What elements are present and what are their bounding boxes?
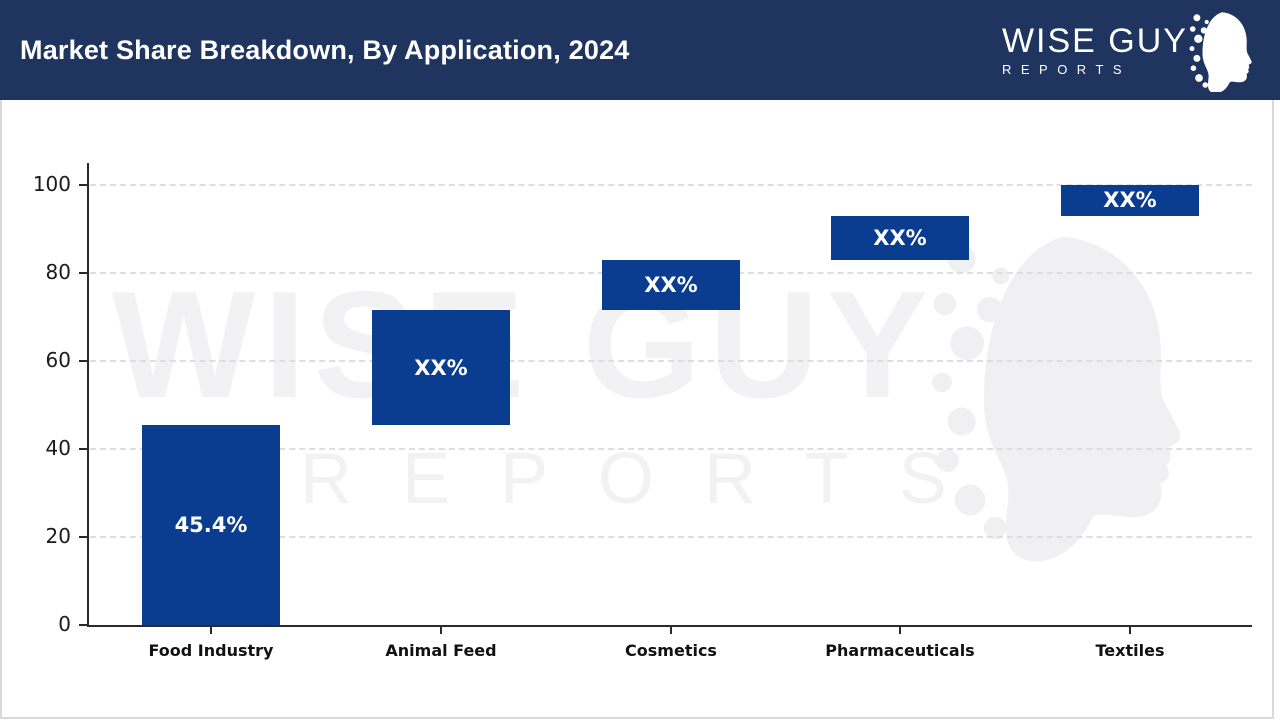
x-category-label-food-industry: Food Industry xyxy=(148,641,274,660)
y-tick-label-20: 20 xyxy=(45,524,71,548)
bar-cosmetics: XX% xyxy=(602,260,740,310)
x-tick-animal-feed xyxy=(440,627,442,634)
bar-value-label-animal-feed: XX% xyxy=(414,355,468,380)
bar-value-label-textiles: XX% xyxy=(1103,188,1157,213)
logo-wordmark: WISE GUY xyxy=(1001,22,1188,60)
gridline-y40 xyxy=(90,448,1252,450)
y-tick-100 xyxy=(79,184,87,186)
x-tick-food-industry xyxy=(210,627,212,634)
bar-animal-feed: XX% xyxy=(372,309,510,426)
y-tick-label-40: 40 xyxy=(45,436,71,460)
bar-value-label-cosmetics: XX% xyxy=(644,273,698,298)
x-tick-cosmetics xyxy=(670,627,672,634)
watermark-wordmark: WISE GUY xyxy=(112,260,937,430)
y-tick-label-60: 60 xyxy=(45,348,71,372)
x-category-label-animal-feed: Animal Feed xyxy=(385,641,497,660)
x-category-label-cosmetics: Cosmetics xyxy=(625,641,717,660)
page-title: Market Share Breakdown, By Application, … xyxy=(20,34,630,65)
y-tick-80 xyxy=(79,272,87,274)
wise-guy-logo: WISE GUY REPORTS xyxy=(1002,8,1256,92)
watermark-head-icon xyxy=(932,236,1180,562)
gridline-y100 xyxy=(90,184,1252,186)
x-tick-textiles xyxy=(1129,627,1131,634)
logo-head-icon xyxy=(1189,12,1252,92)
bar-textiles: XX% xyxy=(1061,185,1199,216)
y-tick-label-0: 0 xyxy=(58,612,71,636)
y-tick-60 xyxy=(79,360,87,362)
header-bar: Market Share Breakdown, By Application, … xyxy=(0,0,1280,100)
x-axis xyxy=(87,625,1252,627)
bar-value-label-food-industry: 45.4% xyxy=(174,513,248,538)
bar-value-label-pharmaceuticals: XX% xyxy=(873,226,927,251)
y-tick-40 xyxy=(79,448,87,450)
logo-text: WISE GUY REPORTS xyxy=(1002,24,1188,76)
gridline-y60 xyxy=(90,360,1252,362)
x-category-label-pharmaceuticals: Pharmaceuticals xyxy=(825,641,975,660)
y-axis xyxy=(87,163,89,627)
y-tick-0 xyxy=(79,624,87,626)
y-tick-label-80: 80 xyxy=(45,260,71,284)
watermark-subtitle: REPORTS xyxy=(300,439,997,519)
y-tick-label-100: 100 xyxy=(32,172,71,196)
bar-pharmaceuticals: XX% xyxy=(831,215,969,261)
gridline-y20 xyxy=(90,536,1252,538)
x-category-label-textiles: Textiles xyxy=(1095,641,1165,660)
x-tick-pharmaceuticals xyxy=(899,627,901,634)
y-tick-20 xyxy=(79,536,87,538)
logo-subtitle: REPORTS xyxy=(1001,62,1132,77)
bar-food-industry: 45.4% xyxy=(142,425,280,625)
